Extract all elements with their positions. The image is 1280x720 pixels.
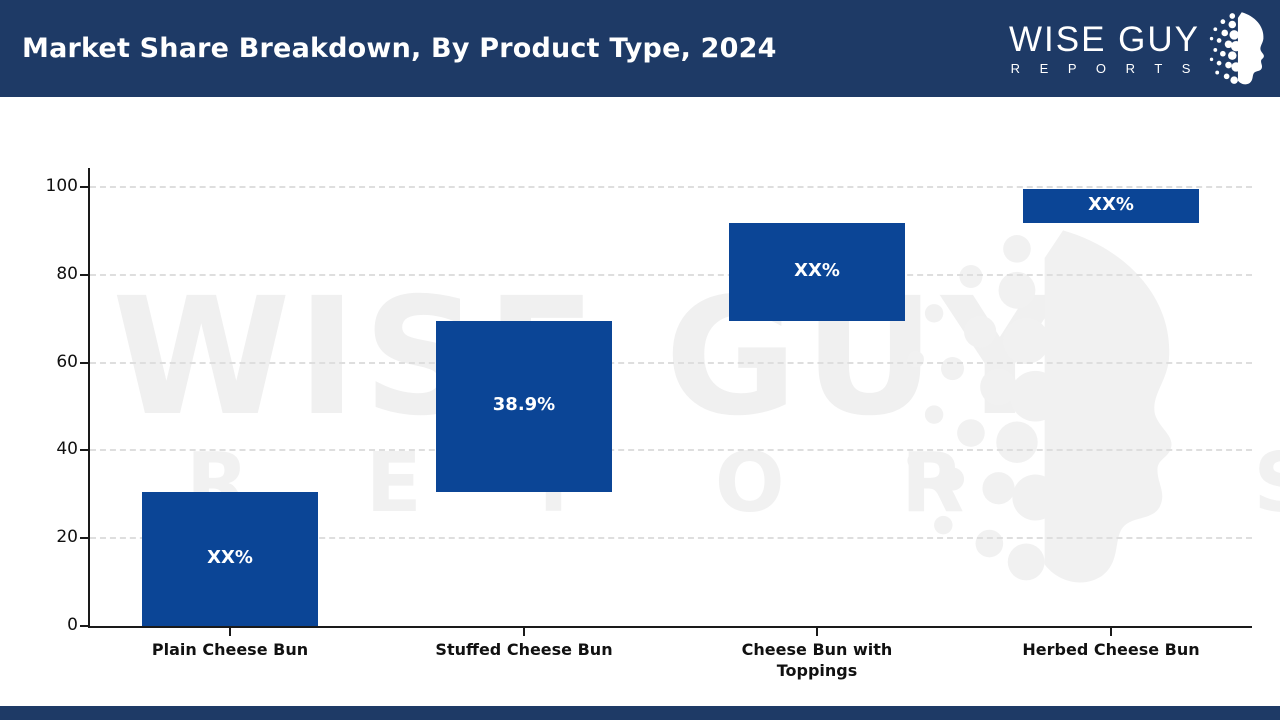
brand-logo-text: WISE GUY R E P O R T S (1008, 20, 1200, 77)
x-category-label: Cheese Bun with Toppings (741, 640, 893, 680)
x-axis-spine (88, 625, 1252, 629)
gridline (90, 274, 1252, 276)
x-category-label: Plain Cheese Bun (151, 640, 309, 659)
y-tick-mark (80, 449, 88, 452)
x-tick-mark (1110, 627, 1112, 636)
x-tick-mark (229, 627, 231, 636)
header-bar: Market Share Breakdown, By Product Type,… (0, 0, 1280, 97)
bar-value-label: XX% (794, 259, 840, 281)
y-tick-mark (80, 186, 88, 189)
y-tick-label: 20 (56, 527, 78, 548)
y-tick-label: 80 (56, 264, 78, 284)
bar-value-label: XX% (207, 546, 253, 568)
y-tick-mark (80, 361, 88, 364)
logo-subtitle: R E P O R T S (1010, 61, 1199, 76)
x-tick-mark (816, 627, 818, 636)
y-tick-label: 40 (56, 439, 78, 460)
y-tick-label: 0 (67, 614, 78, 635)
gridline (90, 449, 1252, 452)
face-profile-icon (1209, 11, 1264, 84)
y-axis-spine (88, 167, 90, 628)
y-tick-mark (80, 274, 88, 276)
gridline (90, 537, 1252, 540)
footer-bar (0, 706, 1280, 720)
bar-stuffed-cheese-bun (436, 321, 612, 492)
y-tick-label: 60 (56, 351, 78, 372)
watermark-face-icon (907, 230, 1172, 583)
bar-cheese-bun-with-toppings (729, 222, 905, 321)
bar-value-label: XX% (1088, 193, 1134, 215)
x-category-label: Herbed Cheese Bun (1022, 640, 1200, 659)
bar-herbed-cheese-bun (1023, 189, 1199, 223)
bar-value-label: 38.9% (492, 394, 556, 416)
bar-plain-cheese-bun (142, 491, 318, 626)
gridline (90, 186, 1252, 189)
y-tick-mark (80, 624, 88, 627)
logo-wordmark: WISE GUY (1008, 20, 1200, 59)
y-tick-label: 100 (45, 176, 78, 197)
gridline (90, 361, 1252, 364)
y-tick-mark (80, 537, 88, 540)
x-category-label: Stuffed Cheese Bun (435, 640, 613, 659)
x-tick-mark (523, 627, 525, 636)
chart-title: Market Share Breakdown, By Product Type,… (22, 33, 777, 64)
brand-logo: WISE GUY R E P O R T S (1009, 5, 1270, 92)
